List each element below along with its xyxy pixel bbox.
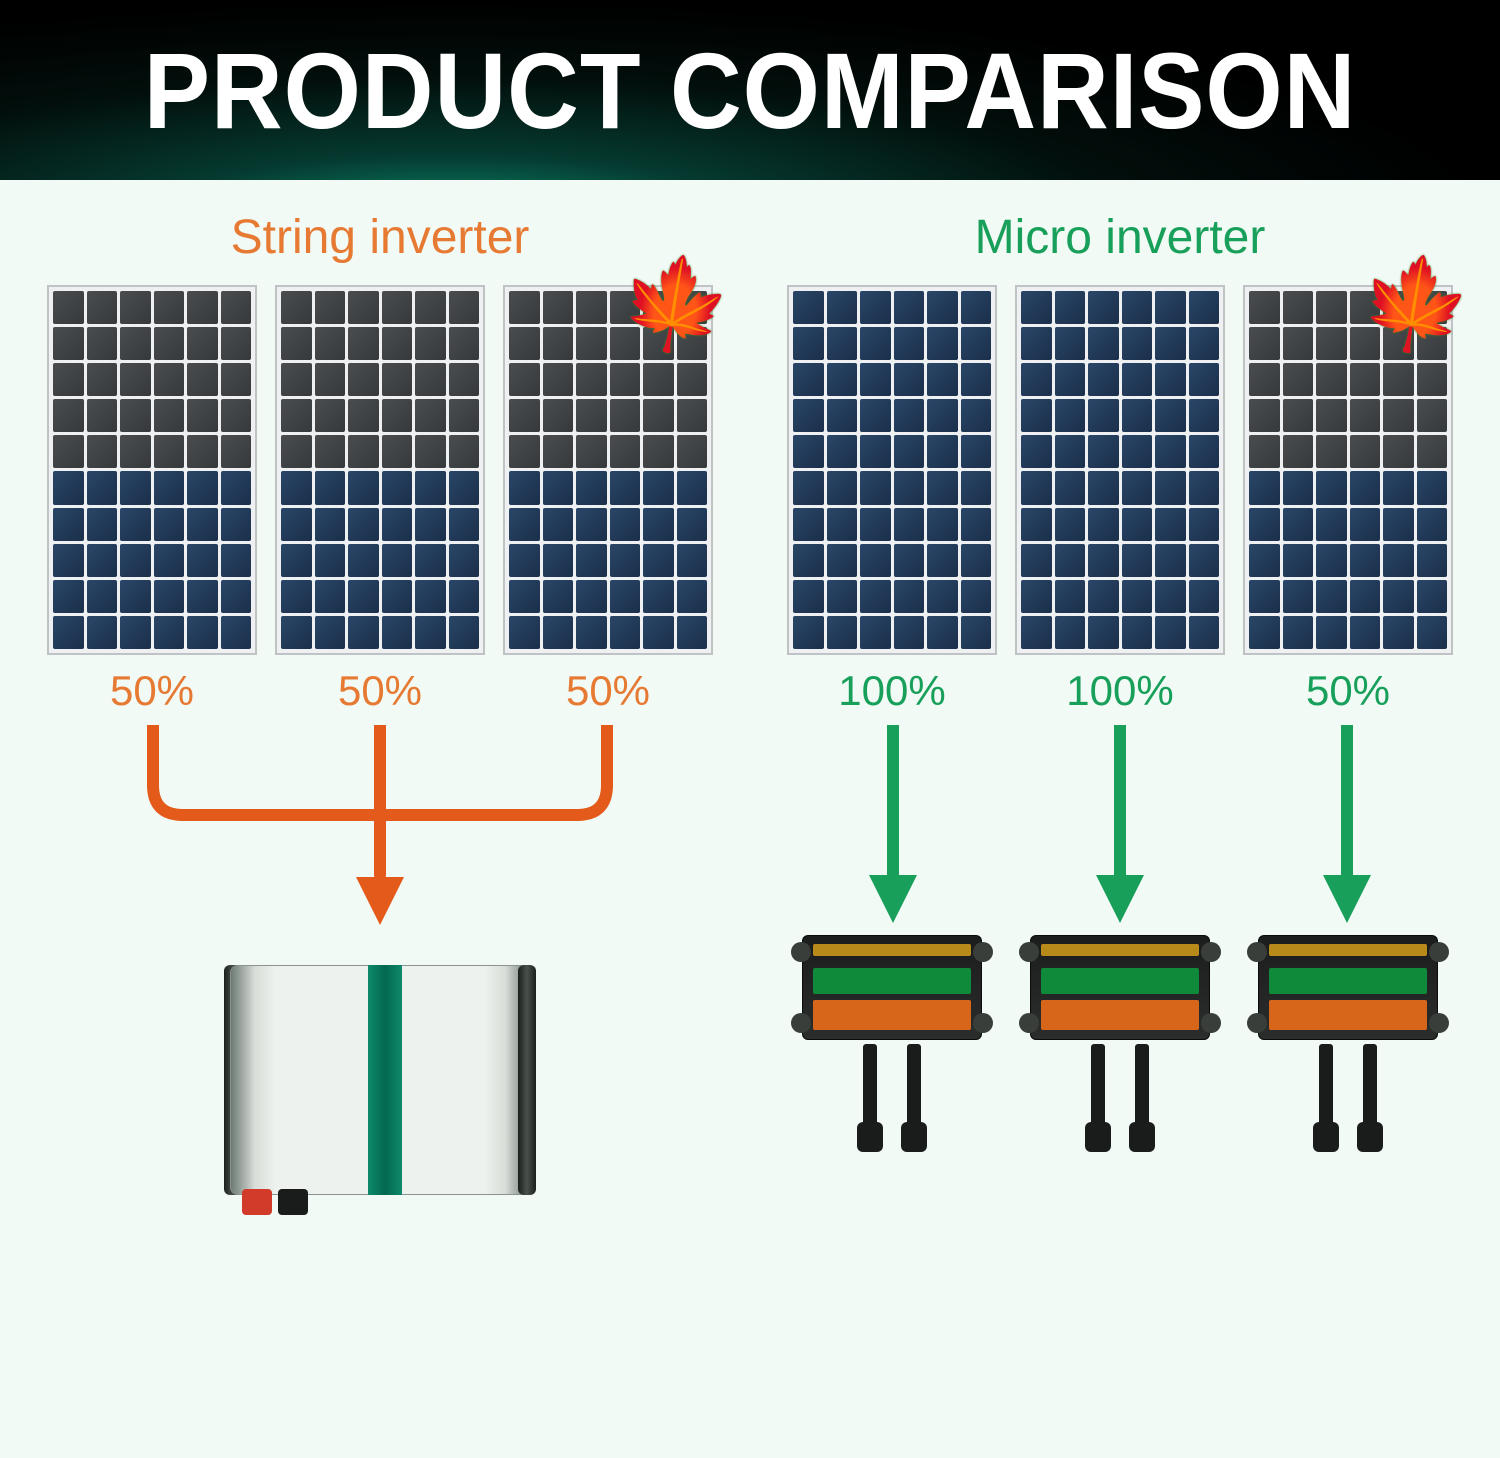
string-solar-panel-0 (47, 285, 257, 655)
string-solar-panel-1 (275, 285, 485, 655)
micro-panel-col-1: 100% (1015, 285, 1225, 715)
header-banner: PRODUCT COMPARISON (0, 0, 1500, 180)
micro-individual-arrows (780, 725, 1460, 935)
string-title: String inverter (231, 210, 530, 265)
string-arrow-area (30, 725, 730, 955)
leaf-icon: 🍁 (1351, 243, 1480, 366)
string-panel-col-0: 50% (47, 285, 257, 715)
micro-inverter-device-2 (1243, 935, 1453, 1134)
micro-panel-percent-2: 50% (1306, 667, 1390, 715)
string-panel-col-2: 🍁 50% (503, 285, 713, 715)
micro-inverter-device-0 (787, 935, 997, 1134)
micro-panel-col-0: 100% (787, 285, 997, 715)
string-panel-percent-0: 50% (110, 667, 194, 715)
micro-devices-row (770, 935, 1470, 1134)
micro-panels-row: 100% 100% 🍁 50% (787, 285, 1453, 715)
micro-inverter-device-1 (1015, 935, 1225, 1134)
micro-solar-panel-2: 🍁 (1243, 285, 1453, 655)
section-string: String inverter 50% 50% 🍁 50% (30, 210, 730, 1195)
section-micro: Micro inverter 100% 100% 🍁 50% (770, 210, 1470, 1195)
micro-panel-col-2: 🍁 50% (1243, 285, 1453, 715)
string-merged-arrow (40, 725, 720, 955)
comparison-main: String inverter 50% 50% 🍁 50% (0, 180, 1500, 1458)
leaf-icon: 🍁 (611, 243, 740, 366)
string-solar-panel-2: 🍁 (503, 285, 713, 655)
micro-arrow-area (770, 725, 1470, 935)
string-panels-row: 50% 50% 🍁 50% (47, 285, 713, 715)
micro-solar-panel-0 (787, 285, 997, 655)
string-panel-col-1: 50% (275, 285, 485, 715)
string-inverter-device (230, 965, 530, 1195)
micro-title: Micro inverter (975, 210, 1266, 265)
string-panel-percent-1: 50% (338, 667, 422, 715)
micro-solar-panel-1 (1015, 285, 1225, 655)
micro-panel-percent-1: 100% (1066, 667, 1173, 715)
header-title: PRODUCT COMPARISON (144, 28, 1357, 153)
micro-panel-percent-0: 100% (838, 667, 945, 715)
string-panel-percent-2: 50% (566, 667, 650, 715)
